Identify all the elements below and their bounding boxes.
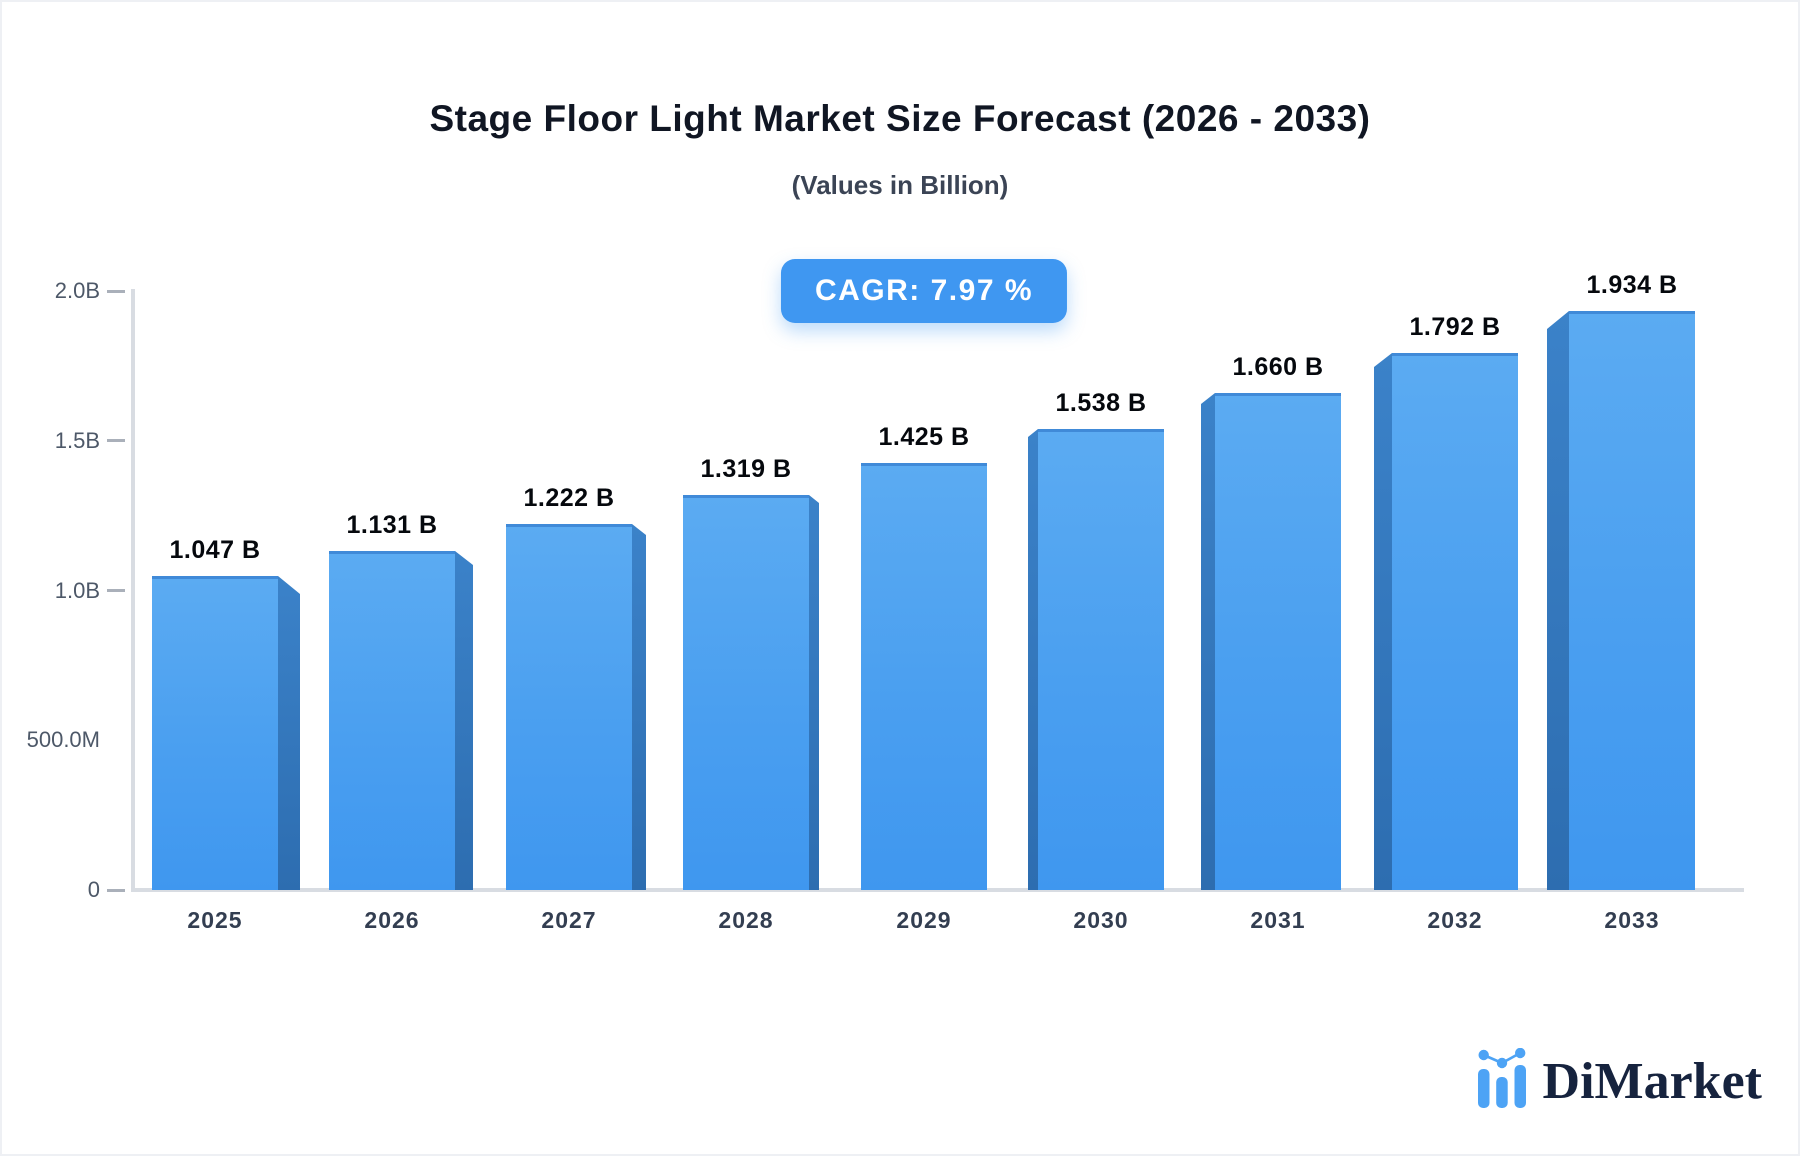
bar-face [1215, 393, 1341, 890]
x-axis-label: 2026 [364, 907, 420, 933]
x-axis-label: 2031 [1250, 907, 1306, 933]
bar-face [1038, 429, 1164, 890]
cagr-badge: CAGR: 7.97 % [780, 259, 1068, 323]
bar-3d-side [632, 524, 646, 890]
bar-2027: 1.222 B 2027 [506, 484, 646, 933]
bar-value-label: 1.047 B [169, 536, 261, 564]
bar-face [1392, 353, 1518, 890]
y-tick-mark [107, 439, 125, 443]
bar-value-label: 1.131 B [346, 511, 438, 539]
bar-3d-side [809, 495, 819, 890]
bar-value-label: 1.934 B [1586, 271, 1678, 299]
brand-logo-text: DiMarket [1542, 1053, 1762, 1110]
page-subtitle: (Values in Billion) [791, 170, 1009, 200]
x-axis-label: 2028 [718, 907, 774, 933]
x-axis-label: 2030 [1073, 907, 1129, 933]
brand-logo: DiMarket [1476, 1048, 1762, 1108]
bar-value-label: 1.538 B [1055, 389, 1147, 417]
page-title: Stage Floor Light Market Size Forecast (… [429, 98, 1371, 139]
bar-3d-side [1028, 429, 1038, 890]
y-tick-mark [107, 888, 125, 892]
bar-value-label: 1.425 B [878, 423, 970, 451]
y-tick-label: 0 [87, 877, 100, 902]
y-tick-label: 1.0B [54, 577, 100, 603]
bar-3d-side [1374, 353, 1392, 890]
y-axis-line [131, 289, 135, 890]
bar-chart-trend-icon [1477, 1048, 1526, 1108]
bar-face [683, 495, 809, 890]
x-axis-line [131, 888, 1744, 892]
bar-3d-side [455, 551, 473, 890]
y-tick-label: 1.5B [54, 427, 100, 453]
x-axis-label: 2027 [541, 907, 597, 933]
bar-2033: 1.934 B 2033 [1547, 271, 1695, 933]
bar-value-label: 1.660 B [1232, 353, 1324, 381]
bar-value-label: 1.222 B [523, 484, 615, 512]
bar-2025: 1.047 B 2025 [152, 536, 300, 933]
y-tick-mark [107, 589, 125, 592]
bar-face [329, 551, 455, 890]
bar-2028: 1.319 B 2028 [683, 455, 819, 933]
x-axis-label: 2025 [187, 907, 243, 933]
bar-face [506, 524, 632, 890]
bar-3d-side [1201, 393, 1215, 890]
bar-2030: 1.538 B 2030 [1028, 389, 1164, 933]
bar-2029: 1.425 B 2029 [861, 423, 987, 933]
bar-3d-side [1547, 311, 1569, 890]
x-axis-label: 2029 [896, 907, 952, 933]
bar-value-label: 1.319 B [700, 455, 792, 483]
y-tick-mark [107, 289, 125, 293]
x-axis-label: 2032 [1427, 907, 1483, 933]
bar-2026: 1.131 B 2026 [329, 511, 473, 933]
x-axis-label: 2033 [1604, 907, 1660, 933]
bar-value-label: 1.792 B [1409, 313, 1501, 341]
bar-2031: 1.660 B 2031 [1201, 353, 1341, 933]
bar-face [861, 463, 987, 890]
bar-2032: 1.792 B 2032 [1374, 313, 1518, 933]
bar-face [1569, 311, 1695, 890]
y-tick-label: 2.0B [54, 278, 100, 303]
bar-3d-side [278, 576, 300, 890]
bar-face [152, 576, 278, 890]
y-tick-label: 500.0M [26, 727, 100, 753]
